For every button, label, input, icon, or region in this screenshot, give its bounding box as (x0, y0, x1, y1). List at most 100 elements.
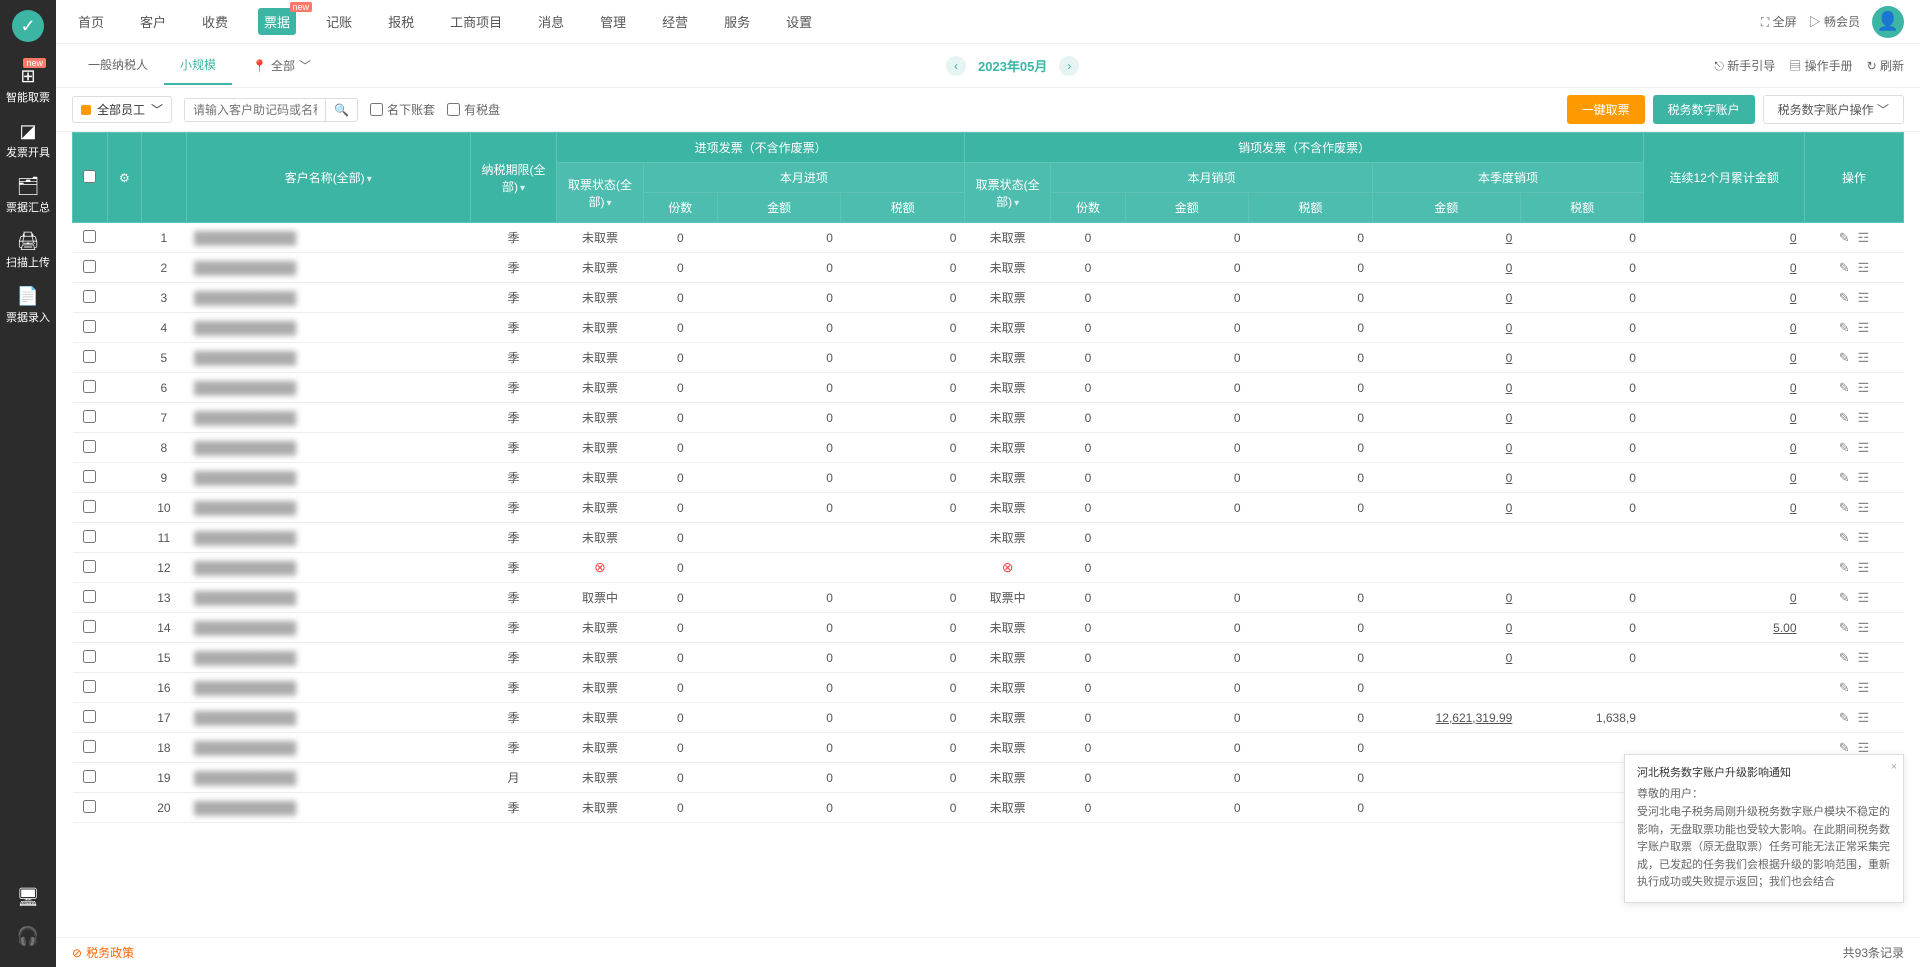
subnav-tab[interactable]: 一般纳税人 (72, 46, 164, 85)
tax-policy-link[interactable]: ⊘ 税务政策 (72, 944, 134, 961)
quarter-amount-cell[interactable] (1372, 673, 1520, 703)
topnav-item[interactable]: 服务 (718, 8, 756, 35)
quarter-amount-cell[interactable]: 0 (1372, 313, 1520, 343)
customer-name[interactable]: ████████████ (194, 411, 296, 425)
customer-header[interactable]: 客户名称(全部) (285, 171, 365, 185)
row-checkbox[interactable] (83, 590, 96, 603)
detail-icon[interactable]: ☲ (1858, 260, 1870, 275)
row-checkbox[interactable] (83, 800, 96, 813)
search-button[interactable]: 🔍 (325, 99, 357, 121)
topnav-item[interactable]: 收费 (196, 8, 234, 35)
cumulative-cell[interactable]: 5.00 (1644, 613, 1805, 643)
detail-icon[interactable]: ☲ (1858, 560, 1870, 575)
row-checkbox[interactable] (83, 230, 96, 243)
edit-icon[interactable]: ✎ (1839, 260, 1850, 275)
quarter-amount-cell[interactable] (1372, 523, 1520, 553)
detail-icon[interactable]: ☲ (1858, 410, 1870, 425)
row-checkbox[interactable] (83, 530, 96, 543)
cumulative-cell[interactable]: 0 (1644, 343, 1805, 373)
filter-icon[interactable]: ▾ (1014, 198, 1019, 209)
cumulative-cell[interactable]: 0 (1644, 283, 1805, 313)
detail-icon[interactable]: ☲ (1858, 650, 1870, 665)
customer-name[interactable]: ████████████ (194, 471, 296, 485)
detail-icon[interactable]: ☲ (1858, 500, 1870, 515)
quarter-amount-cell[interactable] (1372, 793, 1520, 823)
row-checkbox[interactable] (83, 770, 96, 783)
quarter-amount-cell[interactable]: 0 (1372, 463, 1520, 493)
sidebar-item[interactable]: ◪发票开具 (6, 113, 50, 168)
cumulative-cell[interactable]: 0 (1644, 253, 1805, 283)
topnav-item[interactable]: 经营 (656, 8, 694, 35)
row-checkbox[interactable] (83, 290, 96, 303)
customer-name[interactable]: ████████████ (194, 801, 296, 815)
detail-icon[interactable]: ☲ (1858, 440, 1870, 455)
row-checkbox[interactable] (83, 740, 96, 753)
detail-icon[interactable]: ☲ (1858, 710, 1870, 725)
customer-name[interactable]: ████████████ (194, 561, 296, 575)
employee-select[interactable]: 全部员工 ﹀ (72, 96, 172, 123)
customer-name[interactable]: ████████████ (194, 741, 296, 755)
cumulative-cell[interactable] (1644, 523, 1805, 553)
detail-icon[interactable]: ☲ (1858, 470, 1870, 485)
digital-account-button[interactable]: 税务数字账户 (1653, 95, 1755, 124)
avatar-icon[interactable]: 👤 (1872, 6, 1904, 38)
edit-icon[interactable]: ✎ (1839, 500, 1850, 515)
customer-name[interactable]: ████████████ (194, 681, 296, 695)
edit-icon[interactable]: ✎ (1839, 470, 1850, 485)
refresh-link[interactable]: ↻ 刷新 (1867, 57, 1904, 74)
cumulative-cell[interactable]: 0 (1644, 583, 1805, 613)
topnav-item[interactable]: 票据new (258, 8, 296, 35)
sidebar-item[interactable]: ⊞智能取票new (6, 58, 50, 113)
customer-name[interactable]: ████████████ (194, 651, 296, 665)
topnav-item[interactable]: 首页 (72, 8, 110, 35)
error-icon[interactable]: ⊗ (594, 559, 606, 575)
detail-icon[interactable]: ☲ (1858, 350, 1870, 365)
edit-icon[interactable]: ✎ (1839, 290, 1850, 305)
cumulative-cell[interactable]: 0 (1644, 223, 1805, 253)
edit-icon[interactable]: ✎ (1839, 710, 1850, 725)
manual-link[interactable]: ▤ 操作手册 (1789, 57, 1852, 74)
edit-icon[interactable]: ✎ (1839, 410, 1850, 425)
row-checkbox[interactable] (83, 380, 96, 393)
detail-icon[interactable]: ☲ (1858, 290, 1870, 305)
detail-icon[interactable]: ☲ (1858, 320, 1870, 335)
fullscreen-button[interactable]: ⛶ 全屏 (1761, 13, 1797, 30)
quarter-amount-cell[interactable]: 0 (1372, 373, 1520, 403)
quarter-amount-cell[interactable]: 12,621,319.99 (1372, 703, 1520, 733)
sidebar-bottom-item[interactable]: 🖥 (0, 879, 56, 918)
filter-icon[interactable]: ▾ (520, 183, 525, 194)
customer-name[interactable]: ████████████ (194, 711, 296, 725)
quarter-amount-cell[interactable]: 0 (1372, 403, 1520, 433)
detail-icon[interactable]: ☲ (1858, 620, 1870, 635)
customer-name[interactable]: ████████████ (194, 501, 296, 515)
quarter-amount-cell[interactable]: 0 (1372, 613, 1520, 643)
row-checkbox[interactable] (83, 260, 96, 273)
filter-icon[interactable]: ▾ (367, 174, 372, 185)
sidebar-bottom-item[interactable]: 🎧 (0, 918, 56, 957)
error-icon[interactable]: ⊗ (1002, 559, 1014, 575)
own-books-checkbox[interactable]: 名下账套 (370, 101, 435, 118)
edit-icon[interactable]: ✎ (1839, 320, 1850, 335)
customer-name[interactable]: ████████████ (194, 621, 296, 635)
cumulative-cell[interactable]: 0 (1644, 433, 1805, 463)
detail-icon[interactable]: ☲ (1858, 380, 1870, 395)
topnav-item[interactable]: 设置 (780, 8, 818, 35)
row-checkbox[interactable] (83, 470, 96, 483)
fetch-status-in-header[interactable]: 取票状态(全部) (568, 178, 632, 209)
customer-name[interactable]: ████████████ (194, 291, 296, 305)
sidebar-item[interactable]: 📄票据录入 (6, 278, 50, 333)
edit-icon[interactable]: ✎ (1839, 590, 1850, 605)
cumulative-cell[interactable] (1644, 643, 1805, 673)
quarter-amount-cell[interactable]: 0 (1372, 493, 1520, 523)
cumulative-cell[interactable] (1644, 673, 1805, 703)
edit-icon[interactable]: ✎ (1839, 650, 1850, 665)
topnav-item[interactable]: 管理 (594, 8, 632, 35)
member-button[interactable]: ▷ 畅会员 (1809, 13, 1860, 30)
row-checkbox[interactable] (83, 680, 96, 693)
edit-icon[interactable]: ✎ (1839, 620, 1850, 635)
cumulative-cell[interactable]: 0 (1644, 403, 1805, 433)
row-checkbox[interactable] (83, 650, 96, 663)
quarter-amount-cell[interactable]: 0 (1372, 253, 1520, 283)
customer-name[interactable]: ████████████ (194, 261, 296, 275)
filter-icon[interactable]: ▾ (606, 198, 611, 209)
